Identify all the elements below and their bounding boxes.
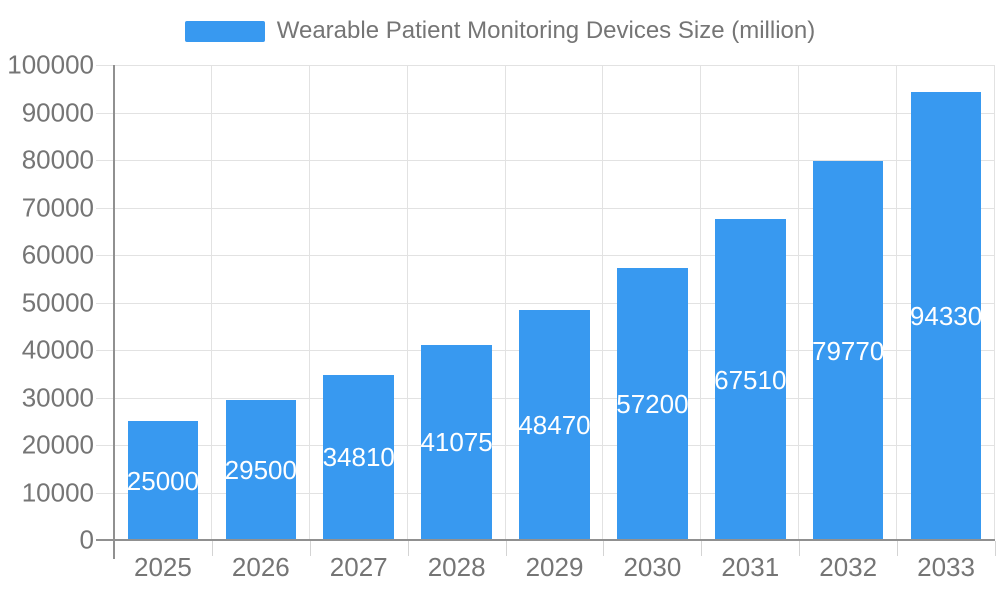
plot-area: 25000 29500 34810 41075 48470 57200 67510 79770… — [96, 65, 995, 540]
gridline-v — [896, 65, 898, 540]
bar-value-label: 41075 — [420, 427, 493, 458]
y-tick-label: 70000 — [21, 192, 94, 223]
bar-value-label: 29500 — [224, 454, 297, 485]
bar-slot: 94330 — [897, 65, 995, 540]
x-tick-label: 2033 — [917, 552, 975, 582]
x-axis-tick — [995, 541, 996, 556]
x-axis-tick — [407, 541, 409, 556]
bars: 25000 29500 34810 41075 48470 57200 67510 79770… — [114, 65, 995, 540]
y-tick-label: 100000 — [7, 49, 94, 80]
bar-slot: 67510 — [701, 65, 799, 540]
bar-2027[interactable]: 34810 — [322, 374, 395, 540]
gridline-h — [96, 160, 995, 161]
gridline-v — [504, 65, 506, 540]
gridline-h — [96, 302, 995, 304]
x-axis-tick — [799, 541, 801, 556]
bar-2030[interactable]: 57200 — [616, 268, 689, 540]
gridline-v — [308, 65, 310, 540]
bar-value-label: 57200 — [616, 389, 689, 420]
gridline-v — [210, 65, 212, 540]
x-axis-tick — [505, 541, 507, 556]
y-axis-line — [113, 65, 115, 559]
x-tick-label: 2032 — [819, 552, 878, 582]
x-tick-label: 2031 — [721, 552, 780, 582]
x-axis-tick — [603, 541, 605, 556]
bar-value-label: 34810 — [322, 442, 395, 473]
gridline-h — [96, 65, 995, 66]
bar-2026[interactable]: 29500 — [224, 399, 297, 540]
gridline-h — [96, 112, 995, 114]
x-axis-tick — [309, 541, 311, 556]
bar-slot: 29500 — [212, 65, 310, 540]
x-axis-tick — [211, 541, 213, 556]
legend-label: Wearable Patient Monitoring Devices Size… — [276, 17, 816, 44]
x-axis-tick — [701, 541, 703, 556]
y-tick-label: 0 — [79, 524, 94, 555]
gridline-v — [994, 65, 995, 540]
gridline-v — [798, 65, 800, 540]
y-tick-label: 90000 — [21, 97, 94, 128]
x-tick-label: 2030 — [623, 552, 682, 582]
y-tick-label: 30000 — [21, 382, 94, 413]
x-axis-line — [96, 539, 995, 541]
bar-2025[interactable]: 25000 — [126, 421, 200, 540]
gridline-v — [406, 65, 408, 540]
bar-value-label: 67510 — [714, 364, 787, 395]
bar-slot: 41075 — [408, 65, 506, 540]
gridline-h — [96, 207, 995, 209]
chart-legend[interactable]: Wearable Patient Monitoring Devices Size… — [0, 17, 1000, 45]
gridline-v — [700, 65, 702, 540]
x-tick-label: 2025 — [134, 552, 192, 582]
bar-value-label: 48470 — [518, 409, 591, 440]
x-axis-tick — [897, 541, 899, 556]
bar-2028[interactable]: 41075 — [420, 344, 493, 540]
x-tick-label: 2028 — [427, 552, 486, 582]
bar-2032[interactable]: 79770 — [812, 161, 885, 540]
bar-slot: 34810 — [310, 65, 408, 540]
bar-2033[interactable]: 94330 — [909, 91, 983, 540]
bar-2029[interactable]: 48470 — [518, 309, 591, 540]
bar-slot: 48470 — [506, 65, 604, 540]
bar-value-label: 94330 — [909, 300, 983, 331]
x-tick-label: 2026 — [231, 552, 290, 582]
x-tick-label: 2029 — [525, 552, 584, 582]
bar-slot: 25000 — [114, 65, 212, 540]
gridline-h — [96, 255, 995, 256]
y-tick-label: 20000 — [21, 429, 94, 460]
y-tick-label: 60000 — [21, 239, 94, 270]
y-axis-labels: 0 10000 20000 30000 40000 50000 60000 70000 8000… — [0, 0, 94, 600]
bar-2031[interactable]: 67510 — [714, 219, 787, 540]
y-tick-label: 40000 — [21, 334, 94, 365]
legend-swatch[interactable] — [184, 20, 265, 42]
bar-slot: 57200 — [603, 65, 701, 540]
bar-value-label: 25000 — [126, 465, 200, 496]
y-tick-label: 10000 — [21, 477, 94, 508]
gridline-v — [602, 65, 604, 540]
bar-value-label: 79770 — [812, 335, 885, 366]
x-tick-label: 2027 — [329, 552, 388, 582]
y-tick-label: 50000 — [21, 287, 94, 318]
y-tick-label: 80000 — [21, 144, 94, 175]
bar-slot: 79770 — [799, 65, 897, 540]
